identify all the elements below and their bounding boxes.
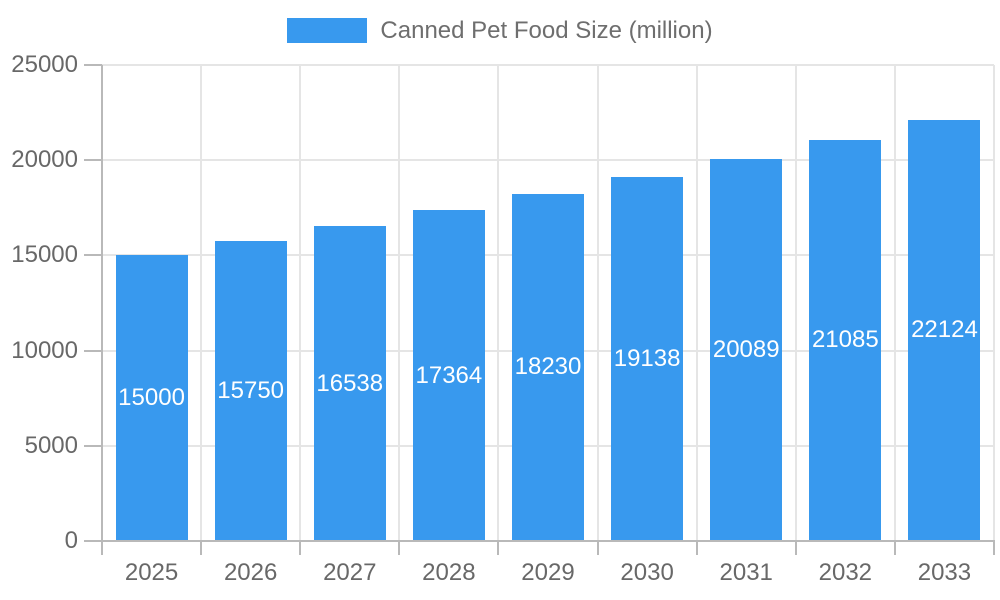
x-tick-mark — [596, 541, 599, 555]
bar[interactable] — [611, 176, 684, 541]
y-axis-tick-label: 20000 — [11, 146, 78, 174]
bar[interactable] — [512, 193, 584, 541]
x-gridline — [299, 65, 302, 541]
y-tick-mark — [84, 254, 102, 257]
x-gridline — [596, 65, 599, 541]
bar-value-label: 16538 — [316, 369, 384, 397]
bar[interactable] — [115, 255, 188, 541]
x-axis-tick-label: 2033 — [917, 559, 972, 586]
bar-value-label: 18230 — [514, 353, 582, 381]
x-gridline — [893, 65, 896, 541]
bar-value-label: 22124 — [911, 316, 978, 344]
bar[interactable] — [908, 119, 981, 541]
x-tick-mark — [497, 541, 500, 555]
x-tick-mark — [200, 541, 203, 555]
x-tick-mark — [893, 541, 896, 555]
bar[interactable] — [214, 241, 287, 541]
y-tick-mark — [84, 349, 102, 352]
x-axis-tick-label: 2028 — [422, 559, 476, 586]
y-axis-tick-label: 25000 — [11, 51, 78, 78]
x-tick-mark — [398, 541, 401, 555]
x-axis-line — [101, 540, 995, 542]
x-tick-mark — [695, 541, 698, 555]
bar-value-label: 21085 — [811, 326, 879, 354]
x-axis-tick-label: 2029 — [521, 559, 575, 586]
x-gridline — [993, 65, 995, 541]
bar[interactable] — [710, 158, 783, 541]
y-gridline — [102, 64, 994, 66]
bar-value-label: 20089 — [712, 335, 780, 363]
y-tick-mark — [84, 64, 102, 66]
y-axis-tick-label: 15000 — [11, 241, 78, 269]
x-axis-tick-label: 2030 — [620, 559, 674, 586]
x-tick-mark — [299, 541, 302, 555]
legend-label: Canned Pet Food Size (million) — [380, 17, 713, 44]
x-axis-tick-label: 2027 — [323, 559, 377, 586]
legend-swatch-icon — [287, 18, 368, 43]
bar-value-label: 15000 — [118, 384, 185, 412]
x-axis-tick-label: 2026 — [223, 559, 278, 586]
x-gridline — [695, 65, 698, 541]
y-tick-mark — [84, 444, 102, 447]
x-axis-tick-label: 2032 — [818, 559, 873, 586]
y-axis-tick-label: 10000 — [11, 336, 78, 364]
x-gridline — [398, 65, 401, 541]
x-gridline — [794, 65, 797, 541]
x-gridline — [200, 65, 203, 541]
y-gridline — [102, 159, 994, 162]
y-axis-tick-label: 5000 — [24, 431, 78, 459]
y-axis-tick-label: 0 — [64, 527, 78, 554]
x-axis-tick-label: 2025 — [124, 559, 179, 586]
bar[interactable] — [809, 139, 882, 541]
bar-value-label: 19138 — [613, 344, 681, 372]
bar[interactable] — [313, 226, 386, 541]
x-tick-mark — [101, 541, 103, 555]
bar[interactable] — [412, 210, 485, 541]
x-tick-mark — [794, 541, 797, 555]
legend[interactable]: Canned Pet Food Size (million) — [0, 18, 1000, 43]
x-gridline — [497, 65, 500, 541]
bar-value-label: 17364 — [415, 361, 483, 389]
x-tick-mark — [993, 541, 995, 555]
x-axis-tick-label: 2031 — [719, 559, 773, 586]
y-axis-line — [101, 65, 103, 541]
y-tick-mark — [84, 159, 102, 162]
bar-value-label: 15750 — [217, 377, 285, 405]
y-tick-mark — [84, 540, 102, 542]
